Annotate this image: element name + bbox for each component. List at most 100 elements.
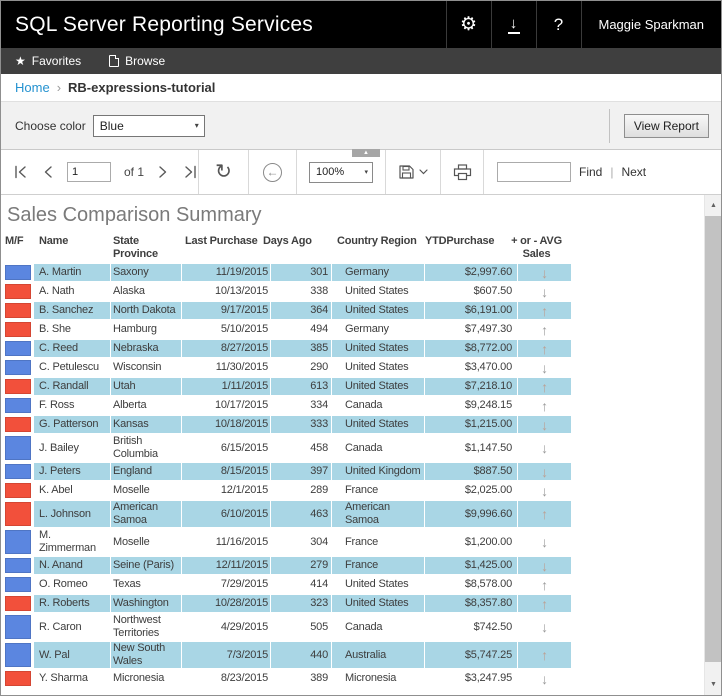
column-header-name: Name: [39, 235, 69, 247]
cell-mf: [3, 264, 34, 281]
printer-icon: [453, 163, 471, 180]
color-select[interactable]: Blue ▾: [92, 114, 205, 137]
cell-state: Alberta: [111, 397, 182, 414]
cell-country: United States: [332, 283, 425, 300]
cell-last-purchase: 12/11/2015: [182, 557, 271, 574]
choose-color-label: Choose color: [15, 118, 86, 133]
cell-mf: [3, 435, 34, 461]
cell-country: United States: [332, 302, 425, 319]
column-header-mf: M/F: [5, 235, 24, 247]
back-to-parent-button[interactable]: ←: [263, 162, 282, 182]
cell-name: C. Petulescu: [34, 359, 111, 376]
cell-last-purchase: 11/19/2015: [182, 264, 271, 281]
trend-down-icon: ↓: [541, 264, 548, 281]
table-row: M. Zimmerman Moselle 11/16/2015 304 France $1…: [3, 529, 704, 555]
cell-mf: [3, 501, 34, 527]
star-icon: ★: [15, 54, 26, 68]
page-navigation-group: of 1: [1, 150, 199, 194]
gender-indicator-red: [5, 502, 31, 526]
trend-down-icon: ↓: [541, 534, 548, 550]
cell-days-ago: 613: [271, 378, 332, 395]
cell-days-ago: 338: [271, 283, 332, 300]
trend-down-icon: ↓: [541, 359, 548, 376]
cell-state: Northwest Territories: [111, 614, 182, 640]
cell-ytd: $1,200.00: [425, 529, 518, 555]
cell-mf: [3, 614, 34, 640]
trend-up-icon: ↑: [541, 378, 548, 395]
cell-name: C. Randall: [34, 378, 111, 395]
settings-button[interactable]: ⚙: [445, 1, 491, 48]
column-header-days-ago: Days Ago: [263, 235, 312, 247]
cell-last-purchase: 8/27/2015: [182, 340, 271, 357]
cell-trend: ↑: [518, 642, 572, 668]
cell-state: Moselle: [111, 482, 182, 499]
cell-name: B. Sanchez: [34, 302, 111, 319]
next-page-button[interactable]: [157, 165, 169, 179]
cell-country: France: [332, 482, 425, 499]
page-number-input[interactable]: [67, 162, 111, 182]
browse-tab[interactable]: Browse: [109, 54, 165, 68]
top-bar: SQL Server Reporting Services ⚙ ↓ ? Magg…: [1, 1, 721, 48]
view-report-button[interactable]: View Report: [623, 113, 709, 138]
cell-days-ago: 289: [271, 482, 332, 499]
refresh-icon: ↻: [215, 161, 232, 183]
gender-indicator-blue: [5, 398, 31, 413]
last-page-button[interactable]: [182, 165, 198, 179]
first-page-button[interactable]: [13, 165, 29, 179]
chevron-left-icon: [44, 166, 52, 178]
cell-mf: [3, 642, 34, 668]
trend-up-icon: ↑: [541, 576, 548, 593]
scroll-down-button[interactable]: ▼: [705, 676, 721, 693]
previous-page-button[interactable]: [42, 165, 54, 179]
column-header-last-purchase: Last Purchase: [185, 235, 258, 247]
export-button[interactable]: [398, 164, 415, 180]
report-viewer: Sales Comparison Summary M/F Name State …: [1, 195, 721, 695]
cell-country: France: [332, 557, 425, 574]
cell-country: American Samoa: [332, 501, 425, 527]
cell-name: O. Romeo: [34, 576, 111, 593]
gender-indicator-red: [5, 596, 31, 611]
cell-last-purchase: 1/11/2015: [182, 378, 271, 395]
cell-country: United States: [332, 595, 425, 612]
cell-mf: [3, 482, 34, 499]
cell-last-purchase: 11/16/2015: [182, 529, 271, 555]
vertical-scrollbar[interactable]: ▲ ▼: [704, 195, 721, 695]
table-row: N. Anand Seine (Paris) 12/11/2015 279 France…: [3, 557, 704, 574]
help-icon: ?: [553, 14, 564, 34]
download-button[interactable]: ↓: [490, 1, 536, 48]
find-next-button[interactable]: Next: [621, 165, 647, 179]
find-group: Find | Next: [484, 150, 721, 194]
breadcrumb-home-link[interactable]: Home: [15, 80, 50, 95]
cell-state: Washington: [111, 595, 182, 612]
cell-mf: [3, 359, 34, 376]
scroll-up-button[interactable]: ▲: [705, 197, 721, 214]
cell-last-purchase: 10/17/2015: [182, 397, 271, 414]
find-button[interactable]: Find: [579, 165, 603, 179]
cell-trend: ↓: [518, 283, 572, 300]
gender-indicator-blue: [5, 265, 31, 280]
scrollbar-thumb[interactable]: [705, 216, 721, 662]
cell-name: J. Peters: [34, 463, 111, 480]
cell-ytd: $3,247.95: [425, 670, 518, 687]
zoom-select[interactable]: 100% ▾: [309, 161, 373, 183]
find-input[interactable]: [497, 162, 571, 182]
parameters-panel: Choose color Blue ▾ View Report: [1, 101, 721, 150]
favorites-tab[interactable]: ★ Favorites: [15, 54, 81, 68]
zoom-group: 100% ▾: [297, 150, 386, 194]
cell-ytd: $742.50: [425, 614, 518, 640]
trend-down-icon: ↓: [541, 619, 548, 635]
user-menu[interactable]: Maggie Sparkman: [580, 1, 722, 48]
refresh-button[interactable]: ↻: [215, 162, 232, 182]
cell-days-ago: 323: [271, 595, 332, 612]
save-icon: [399, 165, 414, 179]
help-button[interactable]: ?: [535, 1, 581, 48]
export-group: [386, 150, 441, 194]
cell-ytd: $1,215.00: [425, 416, 518, 433]
cell-ytd: $607.50: [425, 283, 518, 300]
collapse-parameters-button[interactable]: ▲: [352, 149, 380, 157]
cell-ytd: $9,248.15: [425, 397, 518, 414]
cell-country: United States: [332, 378, 425, 395]
print-button[interactable]: [453, 163, 472, 181]
cell-mf: [3, 283, 34, 300]
cell-state: Alaska: [111, 283, 182, 300]
